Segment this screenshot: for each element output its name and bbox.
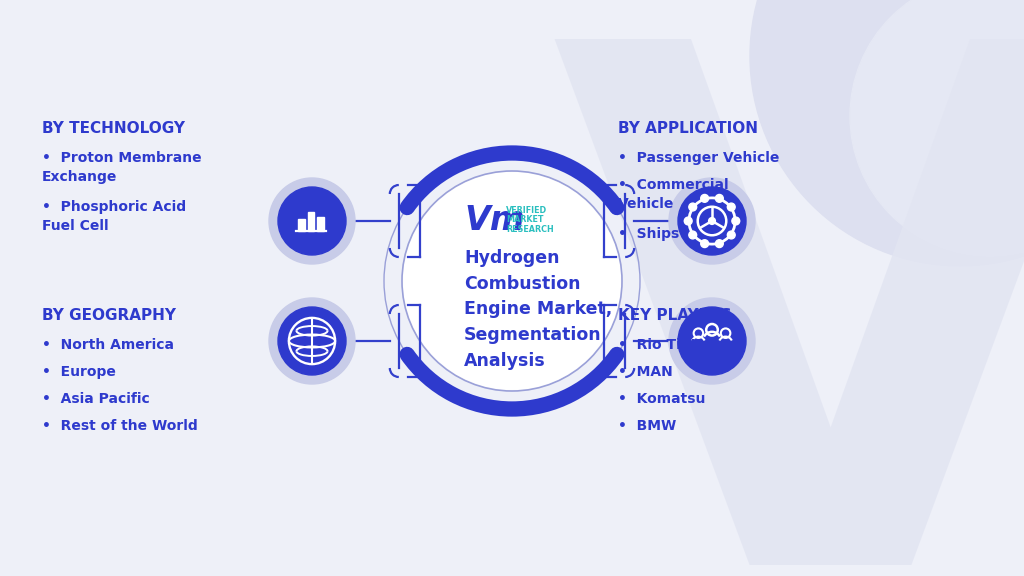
Circle shape bbox=[689, 203, 696, 211]
Text: V: V bbox=[551, 17, 1024, 576]
Circle shape bbox=[278, 187, 346, 255]
Text: MARKET: MARKET bbox=[506, 215, 544, 225]
Bar bbox=[298, 219, 305, 231]
Text: •  Europe: • Europe bbox=[42, 365, 116, 379]
Circle shape bbox=[727, 231, 735, 239]
Text: •  Proton Membrane
Exchange: • Proton Membrane Exchange bbox=[42, 151, 202, 184]
Circle shape bbox=[689, 231, 696, 239]
Text: Hydrogen
Combustion
Engine Market,
Segmentation
Analysis: Hydrogen Combustion Engine Market, Segme… bbox=[464, 249, 612, 370]
Circle shape bbox=[269, 178, 355, 264]
Text: •  BMW: • BMW bbox=[618, 419, 676, 433]
Text: •  Commercial
Vehicle: • Commercial Vehicle bbox=[618, 178, 729, 211]
Bar bbox=[316, 217, 324, 231]
Circle shape bbox=[678, 187, 746, 255]
Circle shape bbox=[678, 307, 746, 375]
Circle shape bbox=[278, 307, 346, 375]
Circle shape bbox=[269, 298, 355, 384]
Text: •  Passenger Vehicle: • Passenger Vehicle bbox=[618, 151, 779, 165]
Text: BY GEOGRAPHY: BY GEOGRAPHY bbox=[42, 308, 176, 323]
Text: BY TECHNOLOGY: BY TECHNOLOGY bbox=[42, 121, 185, 136]
Text: KEY PLAYERS: KEY PLAYERS bbox=[618, 308, 732, 323]
Circle shape bbox=[684, 217, 692, 225]
Text: Vm: Vm bbox=[464, 204, 524, 237]
Text: •  MAN: • MAN bbox=[618, 365, 673, 379]
Circle shape bbox=[669, 298, 755, 384]
Circle shape bbox=[732, 217, 739, 225]
Bar bbox=[307, 213, 314, 231]
Text: •  Phosphoric Acid
Fuel Cell: • Phosphoric Acid Fuel Cell bbox=[42, 200, 186, 233]
Text: •  Rest of the World: • Rest of the World bbox=[42, 419, 198, 433]
Circle shape bbox=[716, 240, 723, 248]
Text: •  Rio Tinto: • Rio Tinto bbox=[618, 338, 707, 352]
Circle shape bbox=[403, 172, 621, 390]
Circle shape bbox=[750, 0, 1024, 266]
Circle shape bbox=[850, 0, 1024, 256]
Text: •  Komatsu: • Komatsu bbox=[618, 392, 706, 406]
Circle shape bbox=[727, 203, 735, 211]
Circle shape bbox=[716, 195, 723, 202]
Circle shape bbox=[709, 218, 716, 225]
Circle shape bbox=[700, 240, 709, 248]
Text: RESEARCH: RESEARCH bbox=[506, 225, 554, 233]
Text: •  North America: • North America bbox=[42, 338, 174, 352]
Text: VERIFIED: VERIFIED bbox=[506, 207, 547, 215]
Circle shape bbox=[700, 195, 709, 202]
Text: •  Ships: • Ships bbox=[618, 227, 679, 241]
Circle shape bbox=[669, 178, 755, 264]
Text: BY APPLICATION: BY APPLICATION bbox=[618, 121, 758, 136]
Text: •  Asia Pacific: • Asia Pacific bbox=[42, 392, 150, 406]
